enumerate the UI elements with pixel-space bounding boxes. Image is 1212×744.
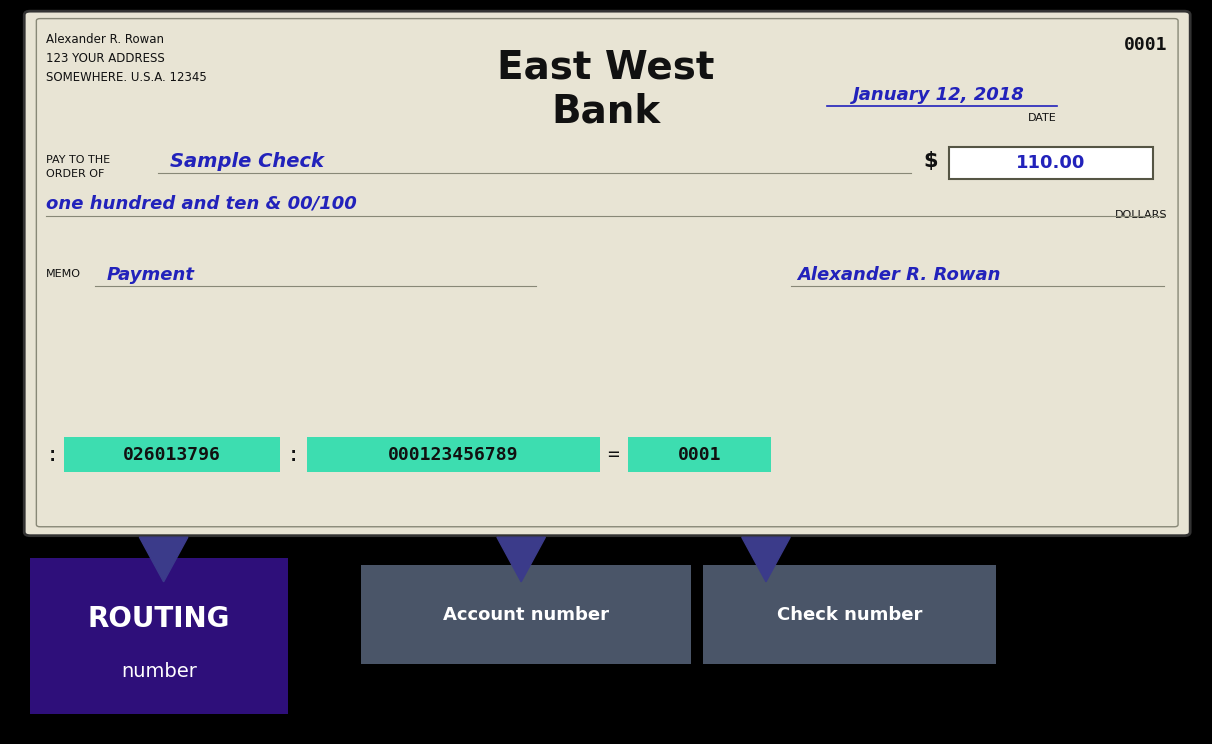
- Text: 0001: 0001: [1124, 36, 1167, 54]
- Text: 026013796: 026013796: [124, 446, 221, 464]
- Text: 110.00: 110.00: [1016, 154, 1086, 172]
- Bar: [703, 565, 996, 664]
- Bar: [64, 437, 280, 472]
- Text: ROUTING: ROUTING: [87, 605, 230, 633]
- Text: :: :: [286, 445, 301, 464]
- Text: :: :: [45, 445, 59, 464]
- Text: PAY TO THE
ORDER OF: PAY TO THE ORDER OF: [46, 155, 110, 179]
- Text: Check number: Check number: [777, 606, 922, 623]
- Bar: [30, 558, 288, 714]
- Polygon shape: [497, 537, 545, 582]
- Text: Sample Check: Sample Check: [170, 152, 324, 171]
- Text: Alexander R. Rowan: Alexander R. Rowan: [797, 266, 1001, 284]
- Text: MEMO: MEMO: [46, 269, 81, 279]
- Polygon shape: [742, 537, 790, 582]
- Text: number: number: [121, 661, 196, 681]
- Bar: [361, 565, 691, 664]
- Text: DOLLARS: DOLLARS: [1115, 210, 1167, 219]
- Text: East West
Bank: East West Bank: [497, 48, 715, 130]
- Polygon shape: [139, 537, 188, 582]
- Text: $: $: [924, 152, 938, 171]
- Text: one hundred and ten & 00/100: one hundred and ten & 00/100: [46, 195, 356, 213]
- Text: Account number: Account number: [444, 606, 608, 623]
- Text: DATE: DATE: [1028, 113, 1057, 123]
- Text: 000123456789: 000123456789: [388, 446, 519, 464]
- Text: January 12, 2018: January 12, 2018: [853, 86, 1025, 104]
- Text: =: =: [607, 445, 619, 464]
- Text: Alexander R. Rowan
123 YOUR ADDRESS
SOMEWHERE. U.S.A. 12345: Alexander R. Rowan 123 YOUR ADDRESS SOME…: [46, 33, 207, 85]
- FancyBboxPatch shape: [24, 11, 1190, 536]
- Text: 0001: 0001: [678, 446, 721, 464]
- Bar: [628, 437, 771, 472]
- Text: Payment: Payment: [107, 266, 195, 284]
- Bar: [949, 147, 1153, 179]
- Bar: [307, 437, 600, 472]
